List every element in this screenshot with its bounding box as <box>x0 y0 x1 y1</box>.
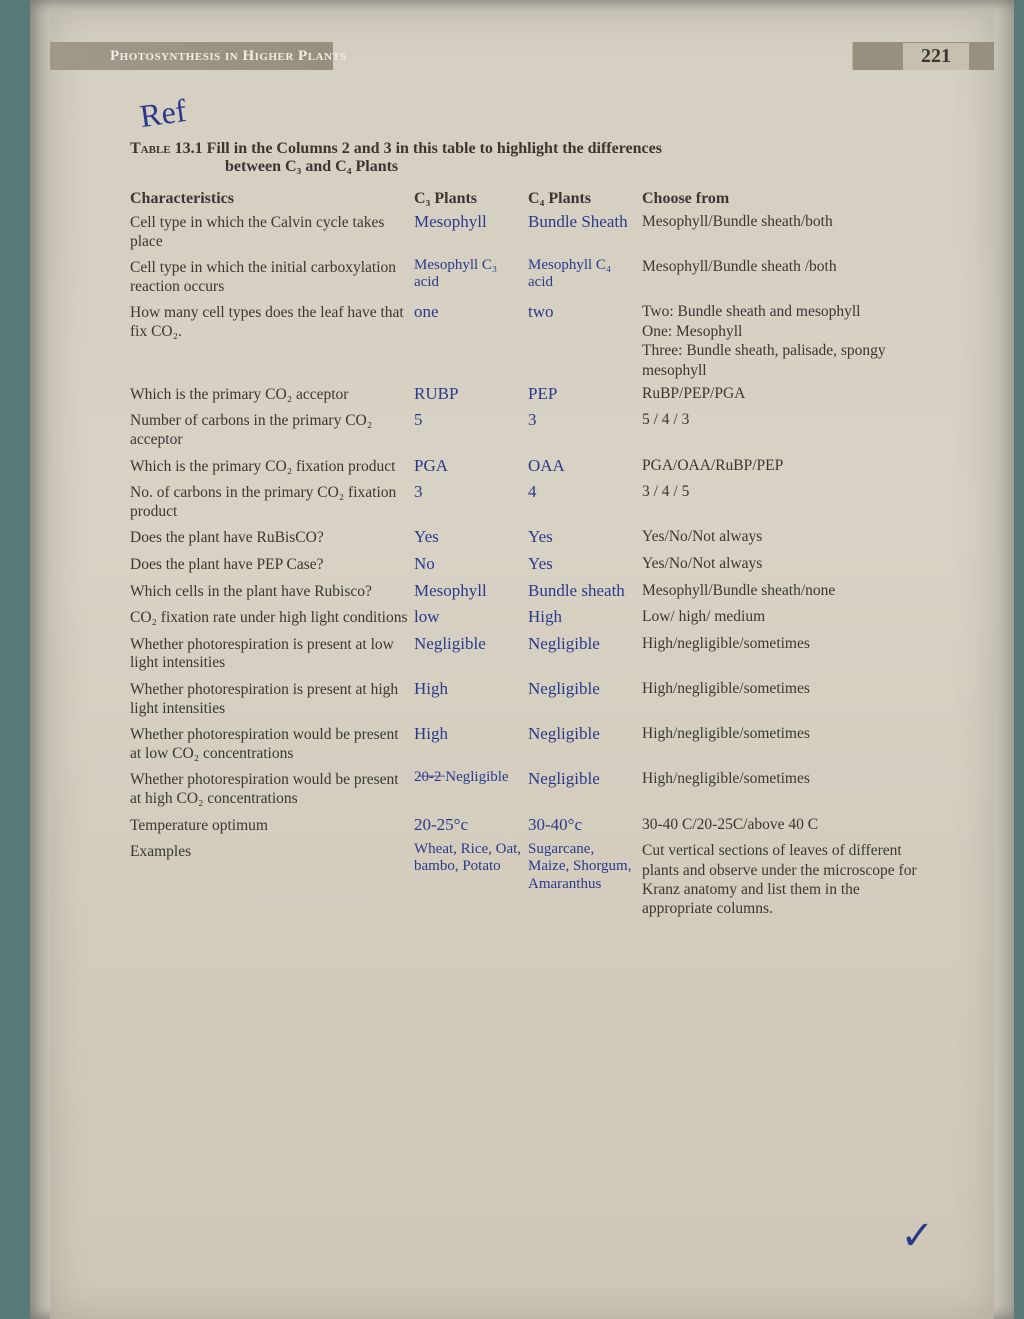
content-area: Table 13.1 Fill in the Columns 2 and 3 i… <box>50 140 994 919</box>
header-characteristics: Characteristics <box>130 190 410 208</box>
row-c4-answer: PEP <box>528 384 638 407</box>
comparison-table: Characteristics C₃ Plants C₄ Plants Choo… <box>130 190 934 919</box>
row-characteristic: No. of carbons in the primary CO₂ fixati… <box>130 482 410 523</box>
row-options: 5 / 4 / 3 <box>642 410 934 451</box>
row-c4-answer: Mesophyll C₄ acid <box>528 257 638 298</box>
row-c3-answer: PGA <box>414 456 524 479</box>
row-characteristic: Cell type in which the initial carboxyla… <box>130 257 410 298</box>
row-c3-answer: Negligible <box>414 634 524 675</box>
row-c4-answer: 30-40°c <box>528 815 638 838</box>
row-options: Yes/No/Not always <box>642 527 934 550</box>
row-characteristic: Whether photorespiration would be presen… <box>130 724 410 765</box>
row-c3-answer: High <box>414 679 524 720</box>
row-options: High/negligible/sometimes <box>642 769 934 810</box>
row-options: Low/ high/ medium <box>642 607 934 630</box>
row-c3-answer: 5 <box>414 410 524 451</box>
row-characteristic: Whether photorespiration would be presen… <box>130 769 410 810</box>
header-c3: C₃ Plants <box>414 190 524 208</box>
row-c4-answer: Negligible <box>528 724 638 765</box>
table-title: Table 13.1 Fill in the Columns 2 and 3 i… <box>130 140 934 176</box>
row-c3-answer: Yes <box>414 527 524 550</box>
row-characteristic: How many cell types does the leaf have t… <box>130 302 410 380</box>
row-characteristic: Which is the primary CO₂ fixation produc… <box>130 456 410 479</box>
row-c4-answer: Negligible <box>528 634 638 675</box>
header-c4: C₄ Plants <box>528 190 638 208</box>
row-options: 30-40 C/20-25C/above 40 C <box>642 815 934 838</box>
page: Photosynthesis in Higher Plants 221 Ref … <box>50 10 994 1319</box>
row-options: 3 / 4 / 5 <box>642 482 934 523</box>
row-c3-answer: Mesophyll <box>414 212 524 253</box>
row-characteristic: Does the plant have RuBisCO? <box>130 527 410 550</box>
row-options: High/negligible/sometimes <box>642 679 934 720</box>
row-characteristic: Which cells in the plant have Rubisco? <box>130 581 410 604</box>
row-c3-answer: 20-25°c <box>414 815 524 838</box>
row-c4-answer: High <box>528 607 638 630</box>
row-c3-answer: 2̶0̶-̶2̶ Negligible <box>414 769 524 810</box>
row-characteristic: Number of carbons in the primary CO₂ acc… <box>130 410 410 451</box>
row-c3-answer: RUBP <box>414 384 524 407</box>
row-options: Mesophyll/Bundle sheath/both <box>642 212 934 253</box>
checkmark-icon: ✓ <box>900 1212 934 1259</box>
row-characteristic: Does the plant have PEP Case? <box>130 554 410 577</box>
row-c4-answer: Bundle Sheath <box>528 212 638 253</box>
page-number: 221 <box>903 43 969 70</box>
table-instruction: Fill in the Columns 2 and 3 in this tabl… <box>207 140 662 157</box>
row-c3-answer: Wheat, Rice, Oat, bambo, Potato <box>414 841 524 919</box>
row-options: PGA/OAA/RuBP/PEP <box>642 456 934 479</box>
row-characteristic: Which is the primary CO₂ acceptor <box>130 384 410 407</box>
row-c3-answer: Mesophyll C₃ acid <box>414 257 524 298</box>
row-c4-answer: OAA <box>528 456 638 479</box>
row-characteristic: CO₂ fixation rate under high light condi… <box>130 607 410 630</box>
row-c4-answer: Negligible <box>528 679 638 720</box>
table-number: Table 13.1 <box>130 140 203 157</box>
row-options: Two: Bundle sheath and mesophyll One: Me… <box>642 302 934 380</box>
row-options: Cut vertical sections of leaves of diffe… <box>642 841 934 919</box>
table-subtitle: between C₃ and C₄ Plants <box>225 158 934 176</box>
row-characteristic: Temperature optimum <box>130 815 410 838</box>
row-c3-answer: low <box>414 607 524 630</box>
row-c3-answer: High <box>414 724 524 765</box>
row-c4-answer: 4 <box>528 482 638 523</box>
row-options: High/negligible/sometimes <box>642 634 934 675</box>
header-choose: Choose from <box>642 190 934 208</box>
row-options: Mesophyll/Bundle sheath /both <box>642 257 934 298</box>
row-c4-answer: two <box>528 302 638 380</box>
row-c3-answer: one <box>414 302 524 380</box>
row-options: High/negligible/sometimes <box>642 724 934 765</box>
book-edge: Photosynthesis in Higher Plants 221 Ref … <box>30 0 1014 1319</box>
row-c4-answer: Sugarcane, Maize, Shorgum, Amaranthus <box>528 841 638 919</box>
row-characteristic: Cell type in which the Calvin cycle take… <box>130 212 410 253</box>
row-c3-answer: 3 <box>414 482 524 523</box>
chapter-title: Photosynthesis in Higher Plants <box>50 48 347 65</box>
row-c4-answer: Bundle sheath <box>528 581 638 604</box>
row-c3-answer: No <box>414 554 524 577</box>
row-c4-answer: Yes <box>528 527 638 550</box>
row-characteristic: Examples <box>130 841 410 919</box>
row-c3-answer: Mesophyll <box>414 581 524 604</box>
row-c4-answer: Negligible <box>528 769 638 810</box>
row-characteristic: Whether photorespiration is present at l… <box>130 634 410 675</box>
row-options: Mesophyll/Bundle sheath/none <box>642 581 934 604</box>
header-band: Photosynthesis in Higher Plants 221 <box>50 42 994 70</box>
row-options: RuBP/PEP/PGA <box>642 384 934 407</box>
row-c4-answer: 3 <box>528 410 638 451</box>
row-options: Yes/No/Not always <box>642 554 934 577</box>
row-c4-answer: Yes <box>528 554 638 577</box>
handwritten-scribble: Ref <box>138 92 189 135</box>
row-characteristic: Whether photorespiration is present at h… <box>130 679 410 720</box>
